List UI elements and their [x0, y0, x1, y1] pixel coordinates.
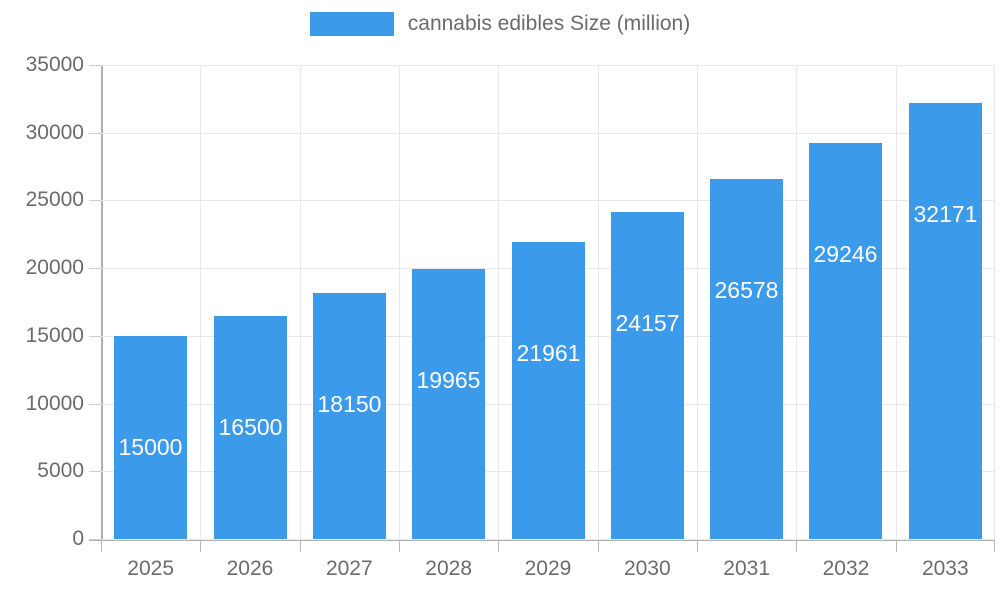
gridline-vertical — [200, 65, 201, 539]
y-axis-line — [101, 65, 103, 539]
y-axis-tick-mark — [89, 65, 101, 66]
y-axis-tick-mark — [89, 403, 101, 405]
y-axis-tick-label: 35000 — [25, 53, 84, 76]
x-axis-tick-mark — [300, 541, 301, 552]
bar-value-label: 26578 — [714, 277, 779, 304]
x-axis-tick-mark — [796, 541, 797, 552]
y-axis-tick-label: 15000 — [25, 323, 84, 347]
gridline-vertical — [598, 65, 599, 539]
y-axis-tick-label: 20000 — [25, 256, 84, 280]
gridline-horizontal — [101, 132, 995, 134]
gridline-horizontal — [101, 200, 995, 202]
bar-value-label: 29246 — [813, 240, 878, 267]
gridline-horizontal — [101, 65, 995, 66]
x-axis-tick-mark — [101, 541, 102, 552]
x-axis-tick-label: 2028 — [425, 557, 473, 580]
y-axis-tick-label: 0 — [72, 527, 84, 550]
y-axis-tick-mark — [89, 132, 101, 134]
y-axis-tick-label: 25000 — [25, 188, 84, 212]
x-axis-tick-mark — [697, 541, 698, 552]
x-axis-tick-label: 2027 — [325, 557, 373, 580]
gridline-vertical — [697, 65, 698, 539]
bar[interactable]: 18150 — [313, 293, 386, 539]
bar-value-label: 18150 — [317, 391, 382, 418]
x-axis-tick-label: 2026 — [226, 557, 274, 580]
bar-value-label: 21961 — [516, 339, 581, 366]
y-axis-tick-label: 10000 — [25, 391, 84, 415]
x-axis-tick-label: 2029 — [524, 557, 572, 580]
bar-value-label: 24157 — [615, 309, 680, 336]
y-axis-tick-mark — [89, 539, 101, 540]
x-axis-tick-label: 2025 — [127, 557, 175, 580]
bar-value-label: 19965 — [416, 366, 481, 393]
gridline-vertical — [399, 65, 400, 539]
gridline-vertical — [994, 65, 995, 539]
gridline-vertical — [796, 65, 797, 539]
bar[interactable]: 24157 — [611, 211, 684, 539]
x-axis-tick-label: 2031 — [723, 557, 771, 580]
x-axis-tick-mark — [200, 541, 201, 552]
x-axis-tick-label: 2032 — [822, 557, 870, 580]
plot-area: 15000 16500 18150 19965 21961 24157 26578 29246… — [101, 65, 995, 540]
legend-item-label: cannabis edibles Size (million) — [407, 12, 691, 35]
bar-value-label: 32171 — [913, 201, 978, 228]
x-axis-tick-label: 2030 — [623, 557, 671, 580]
chart-legend: cannabis edibles Size (million) — [0, 12, 1000, 36]
legend-item-cannabis-edibles-size[interactable]: cannabis edibles Size (million) — [309, 12, 691, 36]
bar[interactable]: 32171 — [909, 103, 982, 539]
bar[interactable]: 19965 — [412, 268, 485, 539]
bar[interactable]: 16500 — [214, 315, 287, 539]
gridline-vertical — [896, 65, 897, 539]
y-axis-tick-label: 5000 — [37, 459, 84, 483]
x-axis-tick-mark — [399, 541, 400, 552]
y-axis-tick-label: 30000 — [25, 120, 84, 144]
y-axis-tick-mark — [89, 268, 101, 270]
bar[interactable]: 15000 — [114, 335, 187, 539]
x-axis-tick-label: 2033 — [921, 557, 969, 580]
x-axis-tick-mark — [498, 541, 499, 552]
x-axis-tick-mark — [994, 541, 995, 552]
y-axis-tick-mark — [89, 471, 101, 473]
gridline-horizontal — [101, 539, 995, 540]
legend-color-swatch-icon — [309, 12, 394, 36]
bar-value-label: 16500 — [218, 413, 283, 440]
bar[interactable]: 29246 — [809, 142, 882, 539]
x-axis-tick-mark — [598, 541, 599, 552]
bar-value-label: 15000 — [118, 433, 183, 460]
y-axis-tick-mark — [89, 335, 101, 337]
y-axis-tick-mark — [89, 200, 101, 202]
bar[interactable]: 21961 — [512, 241, 585, 539]
x-axis-tick-mark — [896, 541, 897, 552]
x-axis-line — [89, 539, 995, 541]
gridline-vertical — [300, 65, 301, 539]
gridline-vertical — [498, 65, 499, 539]
bar[interactable]: 26578 — [710, 179, 783, 539]
